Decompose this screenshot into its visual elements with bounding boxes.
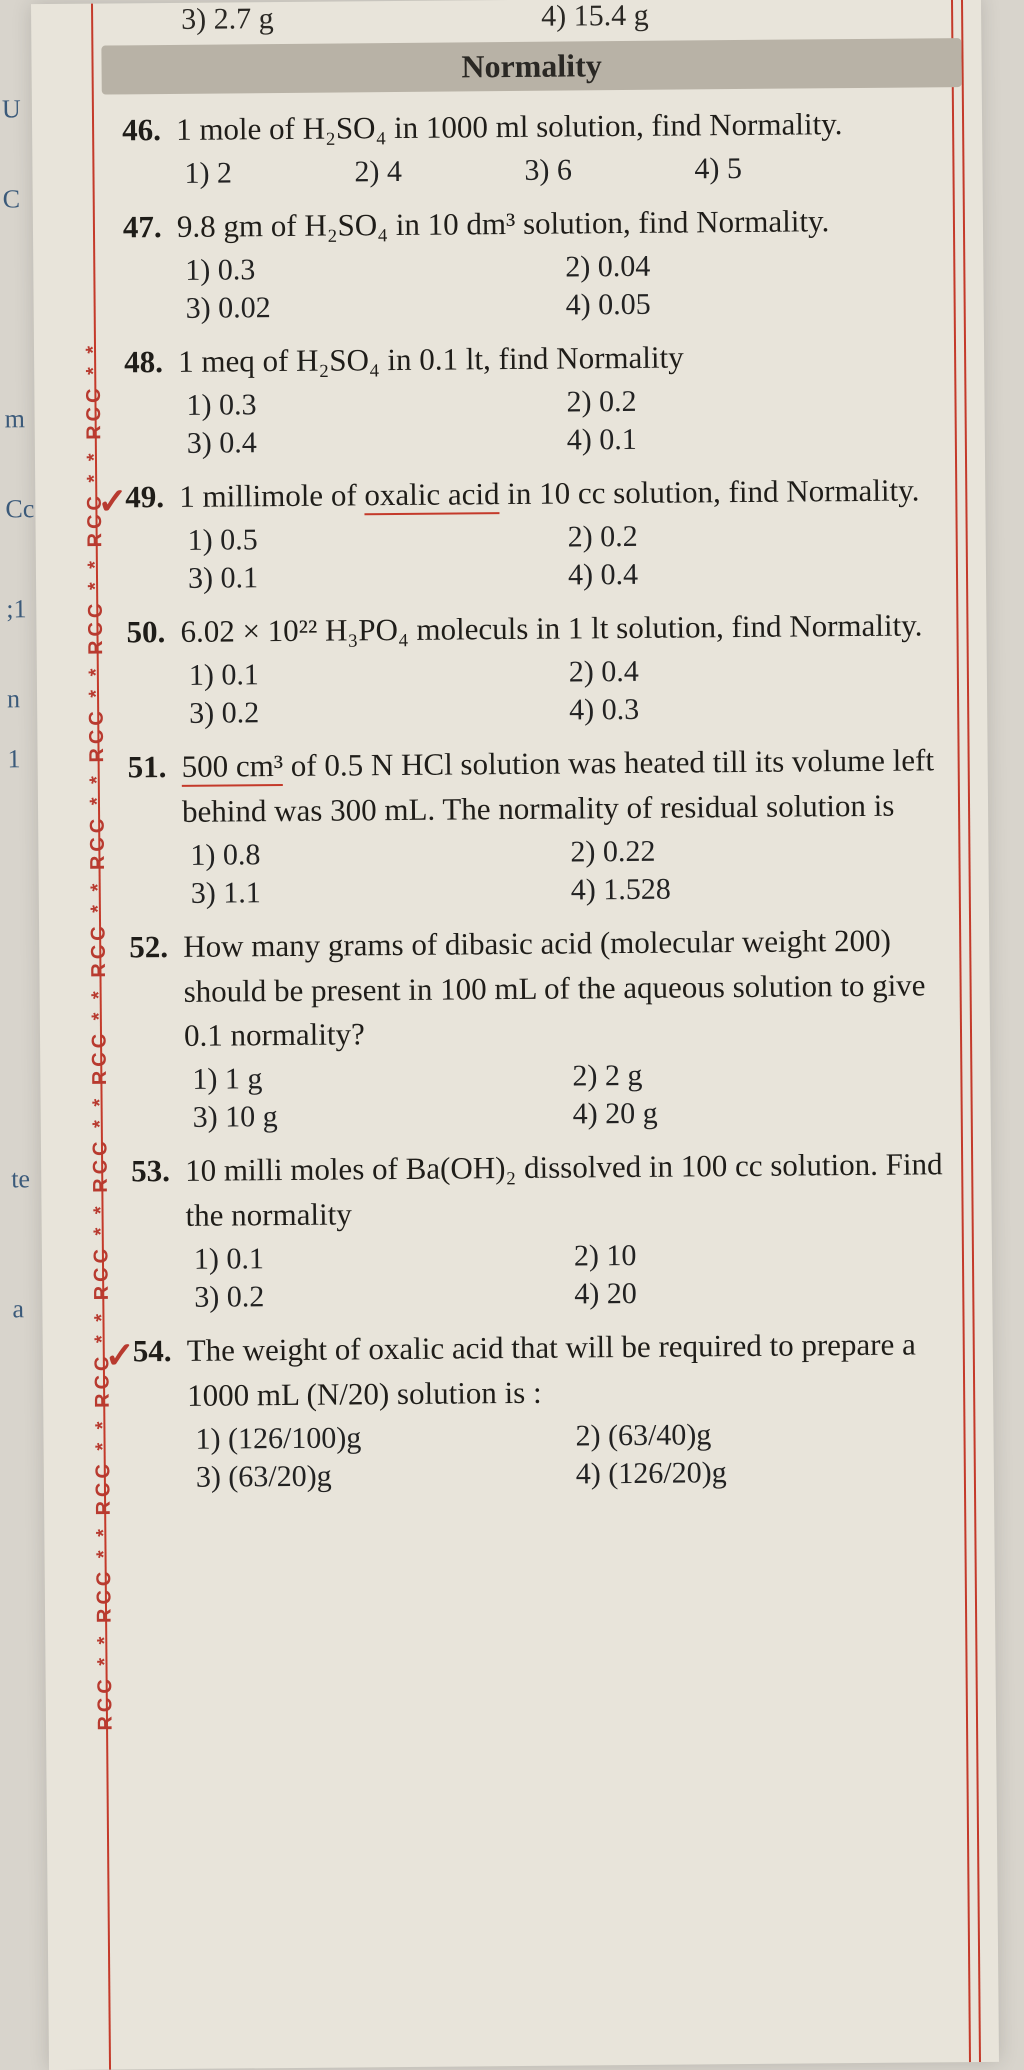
option-text: 2) 0.22	[570, 832, 950, 869]
margin-annotation: Cc	[5, 494, 41, 524]
question-text: 500 cm³ of 0.5 N HCl solution was heated…	[181, 738, 942, 835]
option-text: 3) 0.2	[189, 693, 569, 730]
section-header: Normality	[101, 38, 961, 95]
right-margin-rule-inner	[951, 0, 971, 2062]
option-text: 1) 0.5	[188, 520, 568, 557]
question-block: 52.How many grams of dibasic acid (molec…	[129, 918, 950, 1060]
options-group: 1) 1 g2) 2 g 3) 10 g4) 20 g	[192, 1057, 951, 1136]
option-text: 2) 0.2	[568, 517, 948, 554]
question-number: 49.	[125, 475, 179, 520]
question-number: 52.	[129, 924, 183, 969]
question-block: ✓54.The weight of oxalic acid that will …	[133, 1322, 954, 1419]
option-text: 4) 5	[694, 151, 864, 186]
option-text: 4) 1.528	[571, 870, 951, 907]
option-text: 3) 10 g	[193, 1098, 573, 1135]
option-text: 4) 0.4	[568, 555, 948, 592]
option-text: 2) 0.4	[569, 652, 949, 689]
margin-annotation: te	[11, 1164, 47, 1194]
underlined-text: oxalic acid	[364, 476, 499, 515]
option-text: 4) 0.1	[567, 420, 947, 457]
question-number: 47.	[123, 205, 177, 250]
question-text: 1 meq of H₂SO₄ in 0.1 lt, find Normality	[178, 333, 938, 385]
margin-annotation: 1	[7, 744, 43, 774]
question-number: 53.	[131, 1149, 185, 1194]
options-group: 1) 22) 43) 64) 5	[184, 150, 942, 191]
options-group: 1) 0.32) 0.2 3) 0.44) 0.1	[186, 382, 945, 461]
question-text: 1 millimole of oxalic acid in 10 cc solu…	[179, 468, 939, 520]
question-block: 53.10 milli moles of Ba(OH)₂ dissolved i…	[131, 1143, 952, 1240]
option-text: 1) 0.1	[189, 655, 569, 692]
option-text: 3) 2.7 g	[181, 0, 541, 37]
option-text: 1) 2	[184, 155, 354, 190]
option-text: 3) 1.1	[191, 873, 571, 910]
option-text: 4) 15.4 g	[541, 0, 649, 34]
question-text: 1 mole of H₂SO₄ in 1000 ml solution, fin…	[176, 101, 936, 153]
question-block: 51.500 cm³ of 0.5 N HCl solution was hea…	[127, 738, 948, 835]
question-number: 48.	[124, 340, 178, 385]
option-text: 2) 0.2	[566, 382, 946, 419]
option-text: 1) 0.1	[194, 1240, 574, 1277]
option-text: 3) 0.2	[194, 1278, 574, 1315]
question-text: 10 milli moles of Ba(OH)₂ dissolved in 1…	[185, 1143, 946, 1240]
question-number: 51.	[127, 745, 181, 790]
checkmark-icon: ✓	[105, 1330, 136, 1382]
question-number: 50.	[126, 610, 180, 655]
option-text: 1) 1 g	[192, 1060, 572, 1097]
question-block: 46.1 mole of H₂SO₄ in 1000 ml solution, …	[122, 101, 942, 153]
option-text: 2) (63/40)g	[575, 1416, 955, 1453]
question-block: 50.6.02 × 10²² H₃PO₄ moleculs in 1 lt so…	[126, 603, 946, 655]
options-group: 1) 0.32) 0.04 3) 0.024) 0.05	[185, 247, 944, 326]
question-text: 9.8 gm of H₂SO₄ in 10 dm³ solution, find…	[177, 198, 937, 250]
margin-annotation: a	[12, 1294, 48, 1324]
option-text: 3) 0.1	[188, 558, 568, 595]
margin-annotation: n	[7, 684, 43, 714]
question-block: 48.1 meq of H₂SO₄ in 0.1 lt, find Normal…	[124, 333, 944, 385]
option-text: 2) 10	[574, 1236, 954, 1273]
question-text: 6.02 × 10²² H₃PO₄ moleculs in 1 lt solut…	[180, 603, 940, 655]
option-text: 1) (126/100)g	[195, 1420, 575, 1457]
margin-annotation: ;1	[6, 594, 42, 624]
publisher-watermark: RCC * * RCC * * RCC * * RCC * * RCC * * …	[79, 4, 121, 2070]
option-text: 2) 4	[354, 154, 524, 189]
question-block: ✓49.1 millimole of oxalic acid in 10 cc …	[125, 468, 945, 520]
option-text: 1) 0.8	[190, 835, 570, 872]
right-margin-rule-outer	[961, 0, 981, 2062]
question-text: How many grams of dibasic acid (molecula…	[183, 918, 944, 1059]
question-number: 46.	[122, 108, 176, 153]
question-block: 47.9.8 gm of H₂SO₄ in 10 dm³ solution, f…	[123, 198, 943, 250]
option-text: 2) 0.04	[565, 247, 945, 284]
question-text: The weight of oxalic acid that will be r…	[187, 1322, 948, 1419]
option-text: 4) 20	[574, 1274, 954, 1311]
option-text: 3) 0.4	[187, 423, 567, 460]
content-area: 3) 2.7 g 4) 15.4 g Normality 46.1 mole o…	[121, 0, 954, 1499]
option-text: 1) 0.3	[185, 250, 565, 287]
options-group: 1) 0.12) 0.43) 0.24) 0.3	[189, 652, 948, 731]
option-text: 3) 6	[524, 152, 694, 187]
margin-annotation: U	[2, 94, 38, 124]
options-group: 1) (126/100)g2) (63/40)g 3) (63/20)g4) (1…	[195, 1416, 954, 1495]
options-group: 1) 0.82) 0.22 3) 1.14) 1.528	[190, 832, 949, 911]
option-text: 4) (126/20)g	[576, 1454, 956, 1491]
option-text: 3) 0.02	[186, 288, 566, 325]
option-text: 4) 0.3	[569, 690, 949, 727]
question-number: 54.	[133, 1329, 187, 1374]
options-group: 1) 0.12) 103) 0.24) 20	[194, 1236, 953, 1315]
options-group: 1) 0.52) 0.23) 0.14) 0.4	[188, 517, 947, 596]
option-text: 1) 0.3	[186, 385, 566, 422]
checkmark-icon: ✓	[97, 475, 128, 527]
underlined-text: 500 cm³	[182, 748, 284, 787]
margin-annotation: m	[4, 404, 40, 434]
option-text: 2) 2 g	[572, 1057, 952, 1094]
option-text: 4) 20 g	[573, 1095, 953, 1132]
previous-question-options: 3) 2.7 g 4) 15.4 g	[121, 0, 941, 37]
option-text: 4) 0.05	[566, 285, 946, 322]
page-surface: RCC * * RCC * * RCC * * RCC * * RCC * * …	[31, 0, 999, 2070]
margin-annotation: C	[3, 184, 39, 214]
option-text: 3) (63/20)g	[196, 1458, 576, 1495]
